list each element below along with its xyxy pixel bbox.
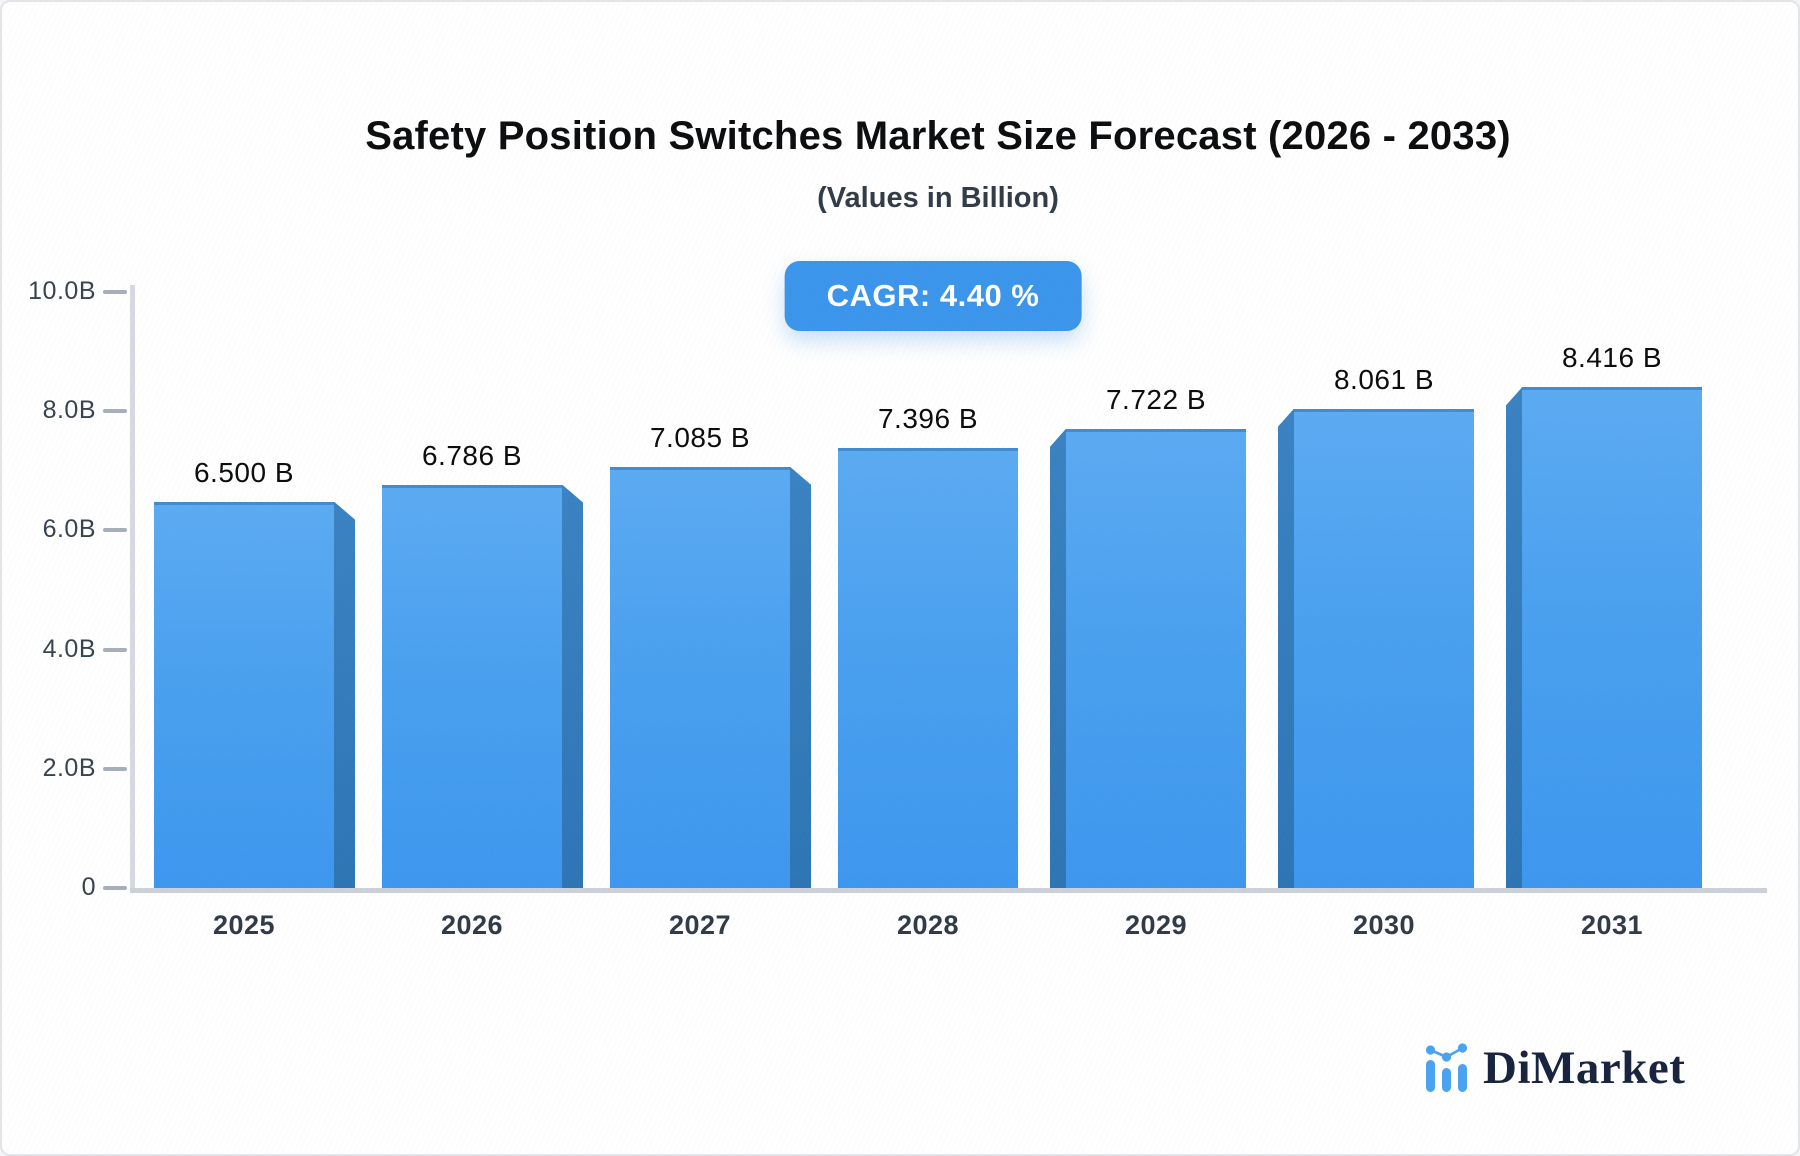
bar-side-2031 [1506, 387, 1522, 888]
y-axis-tick [103, 290, 127, 294]
bar-value-label: 7.085 B [649, 421, 751, 453]
mini-bar-chart-icon [1425, 1043, 1468, 1092]
bar-value-label: 8.416 B [1561, 342, 1663, 374]
bar-side-2029 [1050, 428, 1066, 888]
chart-title: Safety Position Switches Market Size For… [365, 114, 1511, 158]
cagr-badge-label: CAGR: 4.40 % [826, 278, 1040, 313]
bar-side-2025 [334, 501, 355, 888]
brand-logo: DiMarket [1424, 1042, 1685, 1092]
bar-2026 [382, 484, 562, 888]
y-axis-label: 8.0B [42, 396, 96, 425]
cagr-badge: CAGR: 4.40 % [784, 261, 1082, 331]
x-axis-label-2029: 2029 [1124, 910, 1188, 940]
bar-side-2027 [790, 466, 811, 888]
x-axis-label-2027: 2027 [668, 910, 732, 940]
bar-2025 [154, 501, 334, 888]
bar-side-2030 [1278, 408, 1294, 888]
bar-value-label: 8.061 B [1333, 363, 1435, 395]
bar-2027 [610, 466, 790, 888]
y-axis-tick [103, 528, 127, 533]
bar-value-label: 6.786 B [421, 439, 523, 471]
y-axis-label: 0 [81, 873, 96, 901]
bar-value-label: 6.500 B [193, 456, 295, 488]
x-axis-label-2028: 2028 [896, 910, 960, 940]
x-axis-label-2025: 2025 [212, 910, 276, 940]
brand-name: DiMarket [1483, 1042, 1686, 1094]
y-axis-tick [103, 886, 127, 890]
y-axis-label: 10.0B [28, 277, 96, 305]
y-axis-tick [103, 409, 127, 414]
bar-side-2026 [562, 484, 583, 888]
x-axis-label-2026: 2026 [440, 910, 504, 940]
y-axis-line [130, 285, 135, 893]
x-axis-line [130, 888, 1767, 893]
y-axis-tick [103, 766, 127, 771]
y-axis-label: 6.0B [42, 515, 96, 544]
chart-subtitle: (Values in Billion) [817, 182, 1059, 214]
bar-2031 [1522, 387, 1702, 888]
y-axis-tick [103, 647, 127, 652]
y-axis-label: 4.0B [42, 634, 96, 663]
bar-2029 [1066, 428, 1246, 888]
x-axis-label-2031: 2031 [1580, 910, 1644, 940]
x-axis-label-2030: 2030 [1352, 910, 1416, 940]
bar-2030 [1294, 408, 1474, 888]
bar-2028 [838, 448, 1018, 888]
y-axis-label: 2.0B [42, 753, 96, 782]
bar-value-label: 7.722 B [1105, 383, 1207, 415]
bar-value-label: 7.396 B [877, 403, 979, 435]
